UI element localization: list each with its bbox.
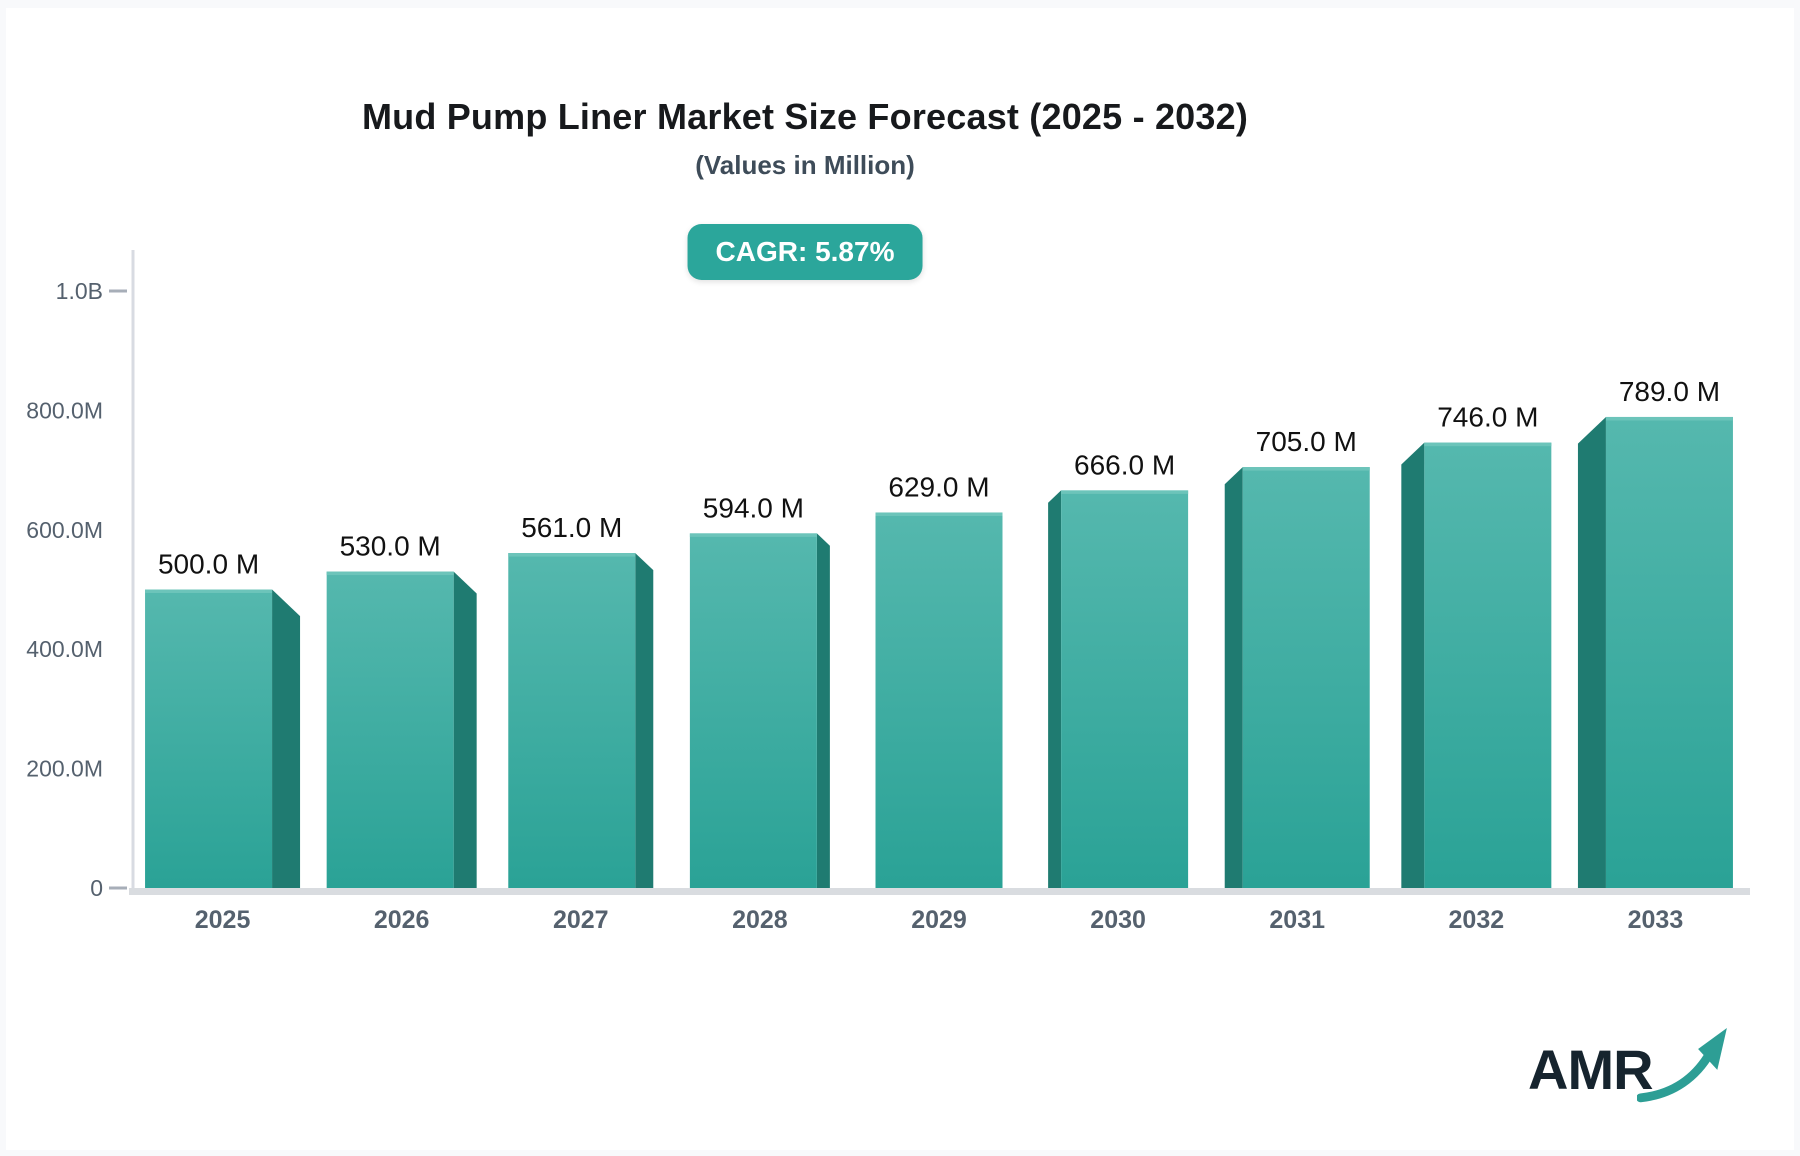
bar-2030[interactable]: 666.0 M bbox=[1048, 449, 1189, 888]
bar-value-label: 629.0 M bbox=[888, 471, 989, 502]
bar-value-label: 500.0 M bbox=[158, 549, 259, 580]
bar-value-label: 594.0 M bbox=[703, 492, 804, 523]
bar-value-label: 530.0 M bbox=[340, 531, 441, 562]
x-axis-label-2026: 2026 bbox=[374, 906, 430, 934]
bar-front-face bbox=[508, 553, 636, 888]
bar-front-face bbox=[145, 589, 273, 888]
y-axis-tick-label: 400.0M bbox=[26, 636, 103, 662]
bar-side-face bbox=[453, 571, 477, 888]
bar-2031[interactable]: 705.0 M bbox=[1224, 426, 1370, 888]
bar-front-face bbox=[689, 533, 817, 888]
bar-side-face bbox=[1224, 467, 1243, 888]
bar-top-highlight bbox=[1605, 416, 1733, 421]
bar-side-face bbox=[1048, 490, 1062, 888]
chart-title: Mud Pump Liner Market Size Forecast (202… bbox=[361, 96, 1249, 137]
bar-side-face bbox=[1401, 442, 1425, 888]
x-axis-label-2028: 2028 bbox=[732, 906, 788, 934]
bar-2032[interactable]: 746.0 M bbox=[1401, 402, 1552, 888]
bar-top-highlight bbox=[326, 571, 454, 576]
x-axis-label-2032: 2032 bbox=[1449, 906, 1505, 934]
x-axis-label-2030: 2030 bbox=[1090, 906, 1146, 934]
bar-side-face bbox=[816, 533, 830, 888]
bar-front-face bbox=[875, 512, 1003, 888]
x-axis-label-2027: 2027 bbox=[553, 906, 609, 934]
bar-top-highlight bbox=[689, 533, 817, 537]
bar-2029[interactable]: 629.0 M bbox=[875, 471, 1003, 888]
x-axis-label-2031: 2031 bbox=[1269, 906, 1325, 934]
cagr-badge: CAGR: 5.87% bbox=[687, 224, 923, 280]
bar-side-face bbox=[272, 589, 301, 888]
bar-value-label: 789.0 M bbox=[1619, 376, 1720, 407]
bar-front-face bbox=[1242, 467, 1370, 888]
bar-2025[interactable]: 500.0 M bbox=[145, 549, 301, 889]
bar-front-face bbox=[1605, 416, 1733, 888]
y-axis-tick-label: 200.0M bbox=[26, 756, 103, 782]
logo-arrow-icon bbox=[1636, 1028, 1727, 1103]
bar-value-label: 746.0 M bbox=[1437, 402, 1538, 433]
bar-top-highlight bbox=[1061, 490, 1189, 494]
bar-2033[interactable]: 789.0 M bbox=[1577, 376, 1733, 888]
bar-top-highlight bbox=[875, 512, 1003, 516]
y-axis-tick-label: 1.0B bbox=[56, 278, 103, 304]
y-axis-tick-label: 0 bbox=[90, 875, 103, 901]
bar-2026[interactable]: 530.0 M bbox=[326, 531, 477, 888]
bar-front-face bbox=[326, 571, 454, 888]
x-axis-label-2025: 2025 bbox=[195, 906, 251, 934]
bar-value-label: 666.0 M bbox=[1074, 449, 1175, 480]
amr-logo: AMR bbox=[1528, 1028, 1733, 1108]
bar-side-face bbox=[1577, 416, 1606, 888]
x-axis-label-2029: 2029 bbox=[911, 906, 967, 934]
bar-front-face bbox=[1424, 442, 1552, 888]
bar-front-face bbox=[1061, 490, 1189, 888]
bar-2028[interactable]: 594.0 M bbox=[689, 492, 830, 888]
bar-2027[interactable]: 561.0 M bbox=[508, 512, 654, 888]
logo-text: AMR bbox=[1528, 1037, 1654, 1101]
chart-subtitle: (Values in Million) bbox=[695, 150, 915, 180]
bar-top-highlight bbox=[1424, 442, 1552, 447]
bar-value-label: 561.0 M bbox=[521, 512, 622, 543]
y-axis-tick-label: 800.0M bbox=[26, 397, 103, 423]
bar-top-highlight bbox=[1242, 467, 1370, 471]
x-axis-label-2033: 2033 bbox=[1628, 906, 1684, 934]
bar-top-highlight bbox=[508, 553, 636, 557]
bar-top-highlight bbox=[145, 589, 273, 593]
bar-value-label: 705.0 M bbox=[1256, 426, 1357, 457]
y-axis-tick-label: 600.0M bbox=[26, 517, 103, 543]
bar-side-face bbox=[635, 553, 654, 888]
